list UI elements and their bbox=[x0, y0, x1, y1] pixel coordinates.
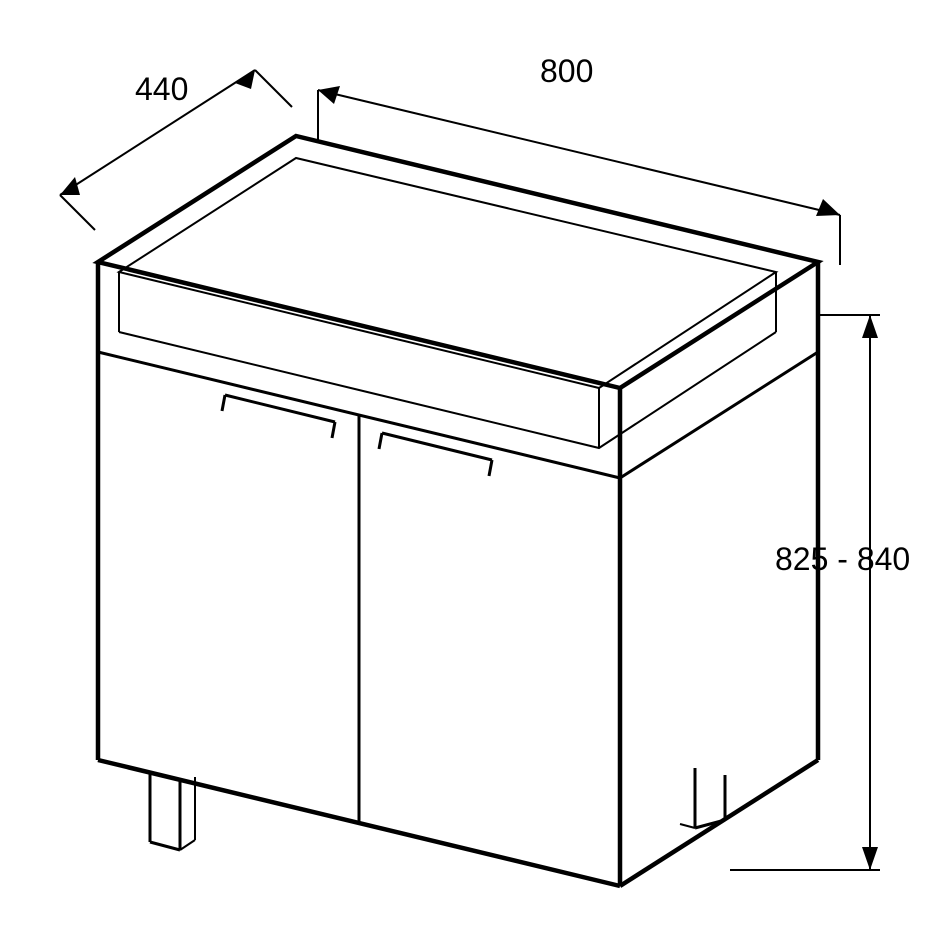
dimension-drawing: 440 800 825 - 840 bbox=[0, 0, 931, 931]
dimension-width-label: 800 bbox=[540, 53, 593, 89]
dimension-depth: 440 bbox=[60, 70, 292, 230]
dimension-depth-label: 440 bbox=[135, 71, 188, 107]
cabinet-top-rim bbox=[98, 136, 818, 388]
handle-left bbox=[222, 395, 335, 438]
leg-back-right bbox=[680, 768, 725, 828]
dimension-height-label: 825 - 840 bbox=[775, 541, 910, 577]
handle-right bbox=[379, 433, 492, 476]
